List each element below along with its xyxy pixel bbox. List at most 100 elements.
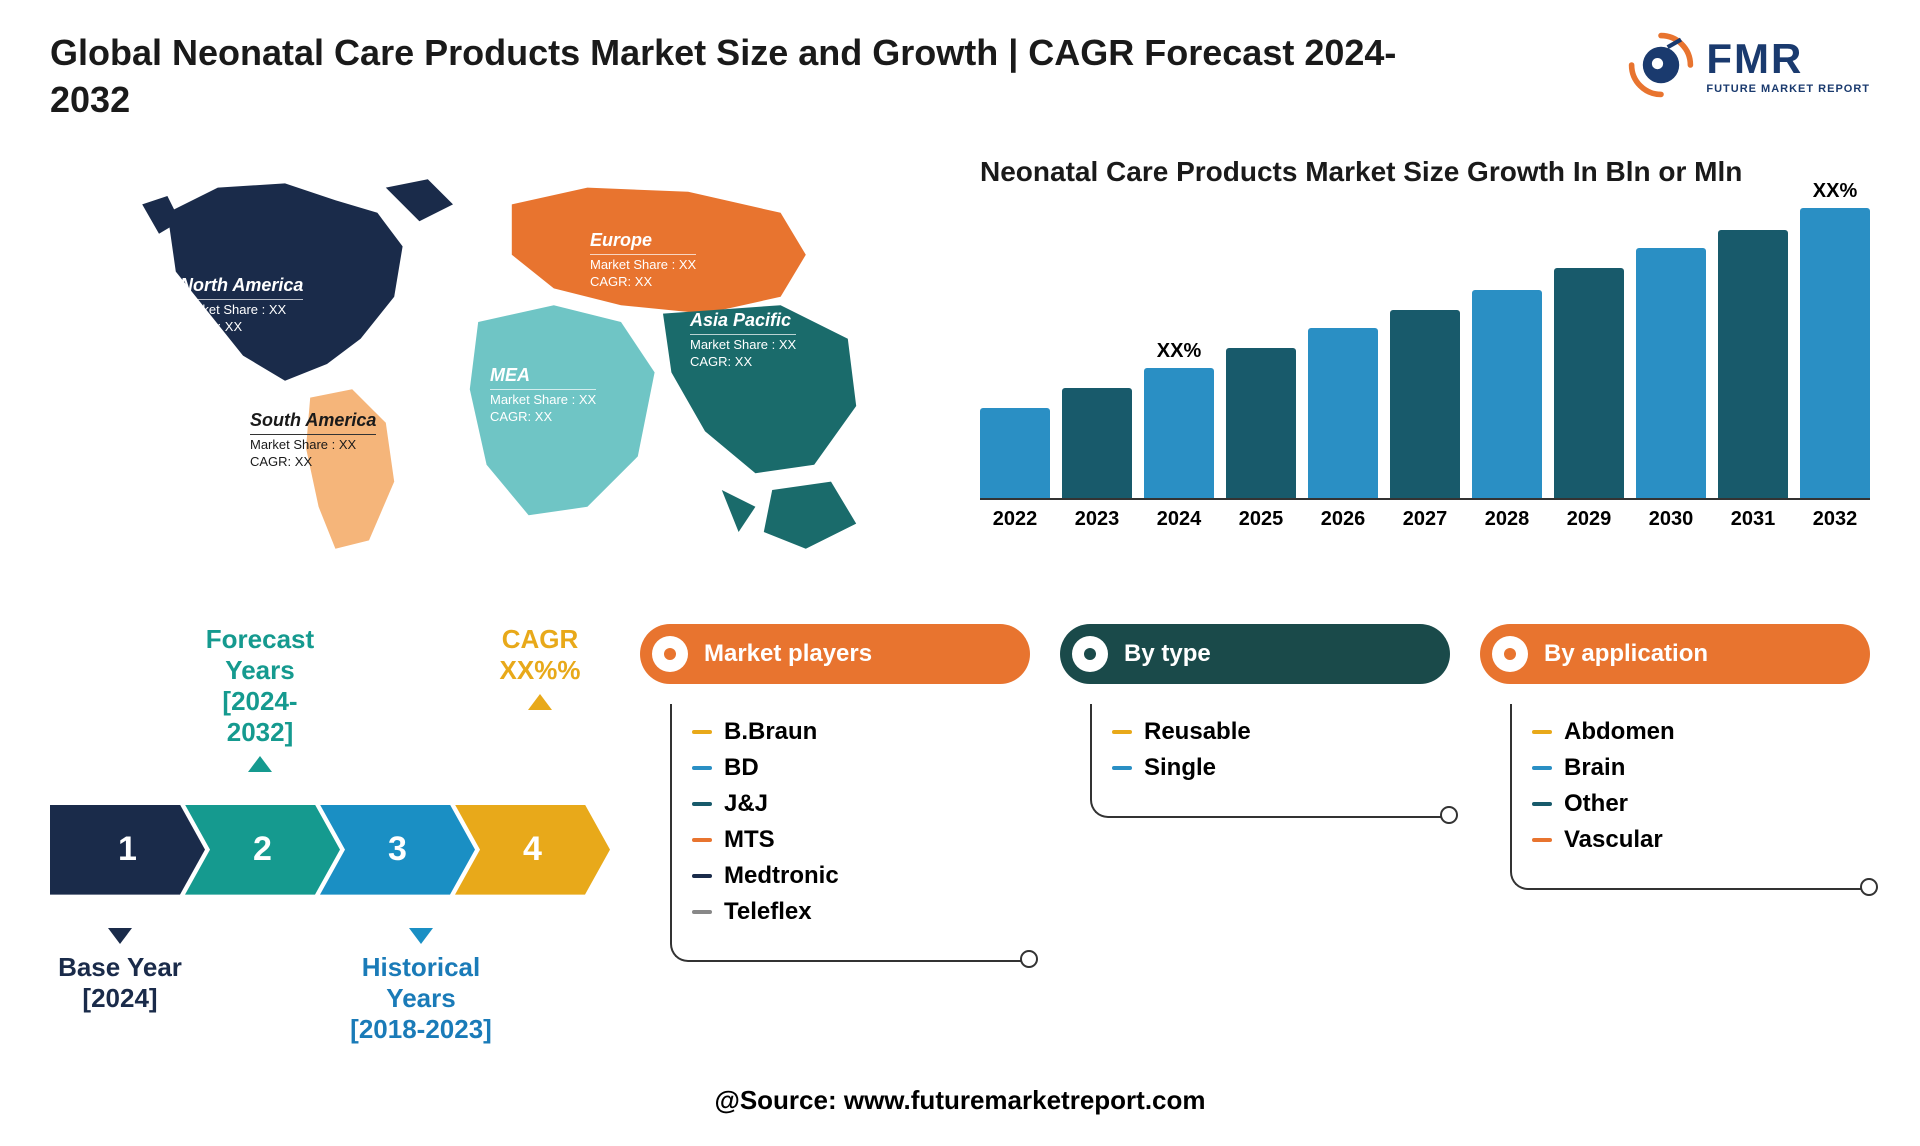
growth-chart: Neonatal Care Products Market Size Growt…	[980, 154, 1870, 574]
item-label: Medtronic	[724, 862, 839, 890]
source-attribution: @Source: www.futuremarketreport.com	[50, 1085, 1870, 1116]
tick-icon	[1112, 766, 1132, 770]
bar-2027	[1390, 310, 1460, 498]
tick-icon	[692, 766, 712, 770]
bar-year-label: 2032	[1800, 508, 1870, 531]
category-column: By application Abdomen Brain Other Vascular	[1480, 624, 1870, 1045]
hist-range: [2018-2023]	[330, 1014, 512, 1045]
bar-annotation: XX%	[1813, 180, 1857, 203]
cagr-label: CAGR	[470, 624, 610, 655]
bar-2026	[1308, 328, 1378, 498]
bar-year-label: 2028	[1472, 508, 1542, 531]
bar-year-label: 2027	[1390, 508, 1460, 531]
item-label: Teleflex	[724, 898, 812, 926]
timeline-chevron-1: 1	[50, 805, 205, 895]
bullet-icon	[652, 636, 688, 672]
bar-2024: XX%	[1144, 368, 1214, 498]
category-header: Market players	[640, 624, 1030, 684]
category-item: Reusable	[1112, 714, 1450, 750]
forecast-range: [2024-2032]	[190, 686, 330, 748]
forecast-label: Forecast Years	[190, 624, 330, 686]
timeline-chevron-2: 2	[185, 805, 340, 895]
tick-icon	[692, 730, 712, 734]
category-item: BD	[692, 750, 1030, 786]
bullet-icon	[1492, 636, 1528, 672]
bar-2030	[1636, 248, 1706, 498]
fmr-logo: FMR FUTURE MARKET REPORT	[1626, 30, 1870, 100]
category-item: Brain	[1532, 750, 1870, 786]
category-body: Abdomen Brain Other Vascular	[1510, 704, 1870, 890]
bar-2028	[1472, 290, 1542, 498]
logo-text-main: FMR	[1706, 35, 1870, 83]
region-name-mea: MEA	[490, 364, 596, 390]
bar-year-label: 2022	[980, 508, 1050, 531]
tick-icon	[692, 910, 712, 914]
category-item: J&J	[692, 786, 1030, 822]
bar-year-label: 2025	[1226, 508, 1296, 531]
bar-2032: XX%	[1800, 208, 1870, 498]
bar-year-label: 2026	[1308, 508, 1378, 531]
region-cagr-eu: CAGR: XX	[590, 274, 696, 291]
category-column: By type ReusableSingle	[1060, 624, 1450, 1045]
category-item: B.Braun	[692, 714, 1030, 750]
timeline-chevron-3: 3	[320, 805, 475, 895]
base-value: [2024]	[50, 983, 190, 1014]
tick-icon	[1532, 802, 1552, 806]
region-share-ap: Market Share : XX	[690, 337, 796, 354]
category-item: Vascular	[1532, 822, 1870, 858]
item-label: Vascular	[1564, 826, 1663, 854]
region-share-na: Market Share : XX	[180, 302, 303, 319]
category-body: ReusableSingle	[1090, 704, 1450, 818]
category-title: Market players	[704, 640, 872, 668]
tick-icon	[692, 874, 712, 878]
category-item: Abdomen	[1532, 714, 1870, 750]
item-label: B.Braun	[724, 718, 817, 746]
bar-2031	[1718, 230, 1788, 498]
category-item: Other	[1532, 786, 1870, 822]
timeline-chevron-4: 4	[455, 805, 610, 895]
category-column: Market playersB.BraunBDJ&JMTSMedtronicTe…	[640, 624, 1030, 1045]
category-item: Teleflex	[692, 894, 1030, 930]
bar-year-label: 2024	[1144, 508, 1214, 531]
base-label: Base Year	[50, 952, 190, 983]
category-item: Medtronic	[692, 858, 1030, 894]
tick-icon	[1532, 730, 1552, 734]
region-name-sa: South America	[250, 409, 376, 435]
bullet-icon	[1072, 636, 1108, 672]
region-cagr-sa: CAGR: XX	[250, 454, 376, 471]
region-cagr-na: CAGR: XX	[180, 319, 303, 336]
region-share-eu: Market Share : XX	[590, 257, 696, 274]
logo-icon	[1626, 30, 1696, 100]
tick-icon	[692, 838, 712, 842]
bar-2023	[1062, 388, 1132, 498]
tick-icon	[692, 802, 712, 806]
world-map: North America Market Share : XX CAGR: XX…	[50, 154, 940, 574]
category-item: Single	[1112, 750, 1450, 786]
category-title: By application	[1544, 640, 1708, 668]
bar-year-label: 2029	[1554, 508, 1624, 531]
tick-icon	[1532, 838, 1552, 842]
category-header: By type	[1060, 624, 1450, 684]
item-label: Brain	[1564, 754, 1625, 782]
item-label: J&J	[724, 790, 768, 818]
bar-2022	[980, 408, 1050, 498]
hist-label: Historical Years	[330, 952, 512, 1014]
item-label: Abdomen	[1564, 718, 1675, 746]
bar-2029	[1554, 268, 1624, 498]
timeline: Forecast Years [2024-2032] CAGR XX%% 123…	[50, 624, 610, 1045]
logo-text-sub: FUTURE MARKET REPORT	[1706, 83, 1870, 95]
bar-year-label: 2023	[1062, 508, 1132, 531]
cagr-value: XX%%	[470, 655, 610, 686]
bar-annotation: XX%	[1157, 340, 1201, 363]
category-header: By application	[1480, 624, 1870, 684]
item-label: Other	[1564, 790, 1628, 818]
region-cagr-ap: CAGR: XX	[690, 354, 796, 371]
page-title: Global Neonatal Care Products Market Siz…	[50, 30, 1450, 124]
region-cagr-mea: CAGR: XX	[490, 409, 596, 426]
bar-year-label: 2030	[1636, 508, 1706, 531]
bar-2025	[1226, 348, 1296, 498]
tick-icon	[1112, 730, 1132, 734]
chart-title: Neonatal Care Products Market Size Growt…	[980, 154, 1870, 190]
region-share-mea: Market Share : XX	[490, 392, 596, 409]
category-title: By type	[1124, 640, 1211, 668]
